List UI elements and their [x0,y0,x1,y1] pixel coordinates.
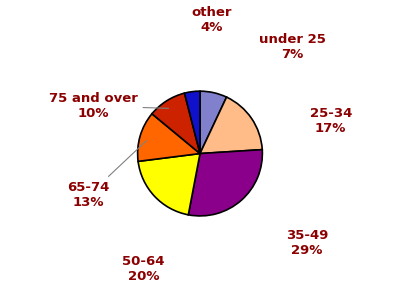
Wedge shape [188,150,262,216]
Text: 25-34
17%: 25-34 17% [310,107,352,135]
Wedge shape [184,91,200,153]
Wedge shape [200,97,262,153]
Wedge shape [138,153,200,215]
Wedge shape [138,114,200,161]
Text: 50-64
20%: 50-64 20% [122,255,165,283]
Wedge shape [200,91,226,153]
Wedge shape [152,93,200,153]
Text: under 25
7%: under 25 7% [259,32,326,61]
Text: 35-49
29%: 35-49 29% [286,229,328,257]
Text: other
4%: other 4% [192,6,232,34]
Text: 75 and over
10%: 75 and over 10% [49,92,168,120]
Text: 65-74
13%: 65-74 13% [68,141,147,209]
